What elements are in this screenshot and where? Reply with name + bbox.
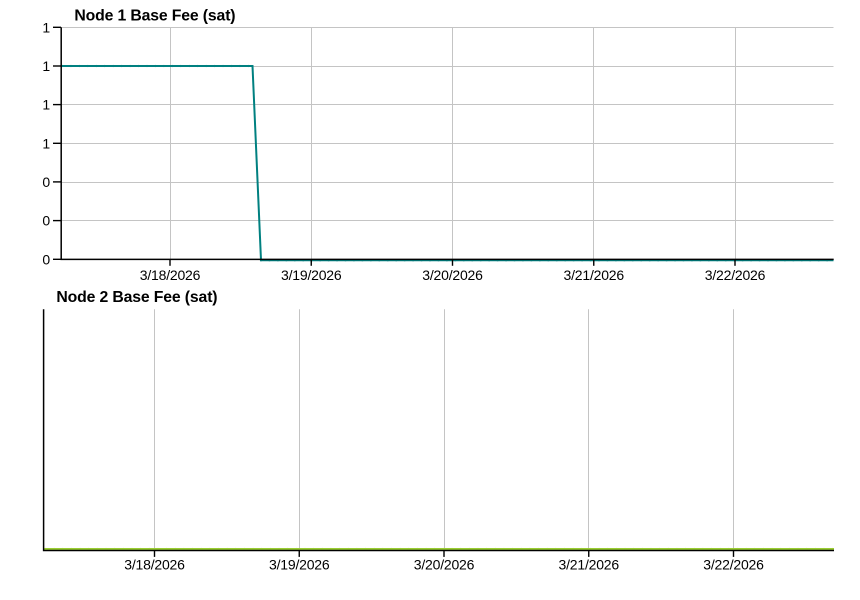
svg-text:3/22/2026: 3/22/2026	[703, 557, 764, 573]
svg-text:3/21/2026: 3/21/2026	[564, 267, 625, 283]
svg-text:3/18/2026: 3/18/2026	[140, 267, 201, 283]
svg-text:3/19/2026: 3/19/2026	[269, 557, 330, 573]
svg-text:3/20/2026: 3/20/2026	[422, 267, 483, 283]
svg-text:3/18/2026: 3/18/2026	[124, 557, 185, 573]
svg-text:3/20/2026: 3/20/2026	[414, 557, 475, 573]
svg-text:0: 0	[42, 213, 50, 229]
svg-text:3/22/2026: 3/22/2026	[705, 267, 766, 283]
svg-text:3/21/2026: 3/21/2026	[559, 557, 620, 573]
svg-text:1: 1	[42, 97, 50, 113]
svg-text:Node 2 Base Fee (sat): Node 2 Base Fee (sat)	[56, 289, 217, 306]
svg-text:0: 0	[42, 251, 50, 267]
svg-text:0: 0	[42, 174, 50, 190]
svg-text:3/19/2026: 3/19/2026	[281, 267, 342, 283]
svg-text:1: 1	[42, 58, 50, 74]
svg-text:1: 1	[42, 135, 50, 151]
svg-text:Node 1 Base Fee (sat): Node 1 Base Fee (sat)	[74, 8, 235, 25]
svg-text:1: 1	[42, 19, 50, 35]
